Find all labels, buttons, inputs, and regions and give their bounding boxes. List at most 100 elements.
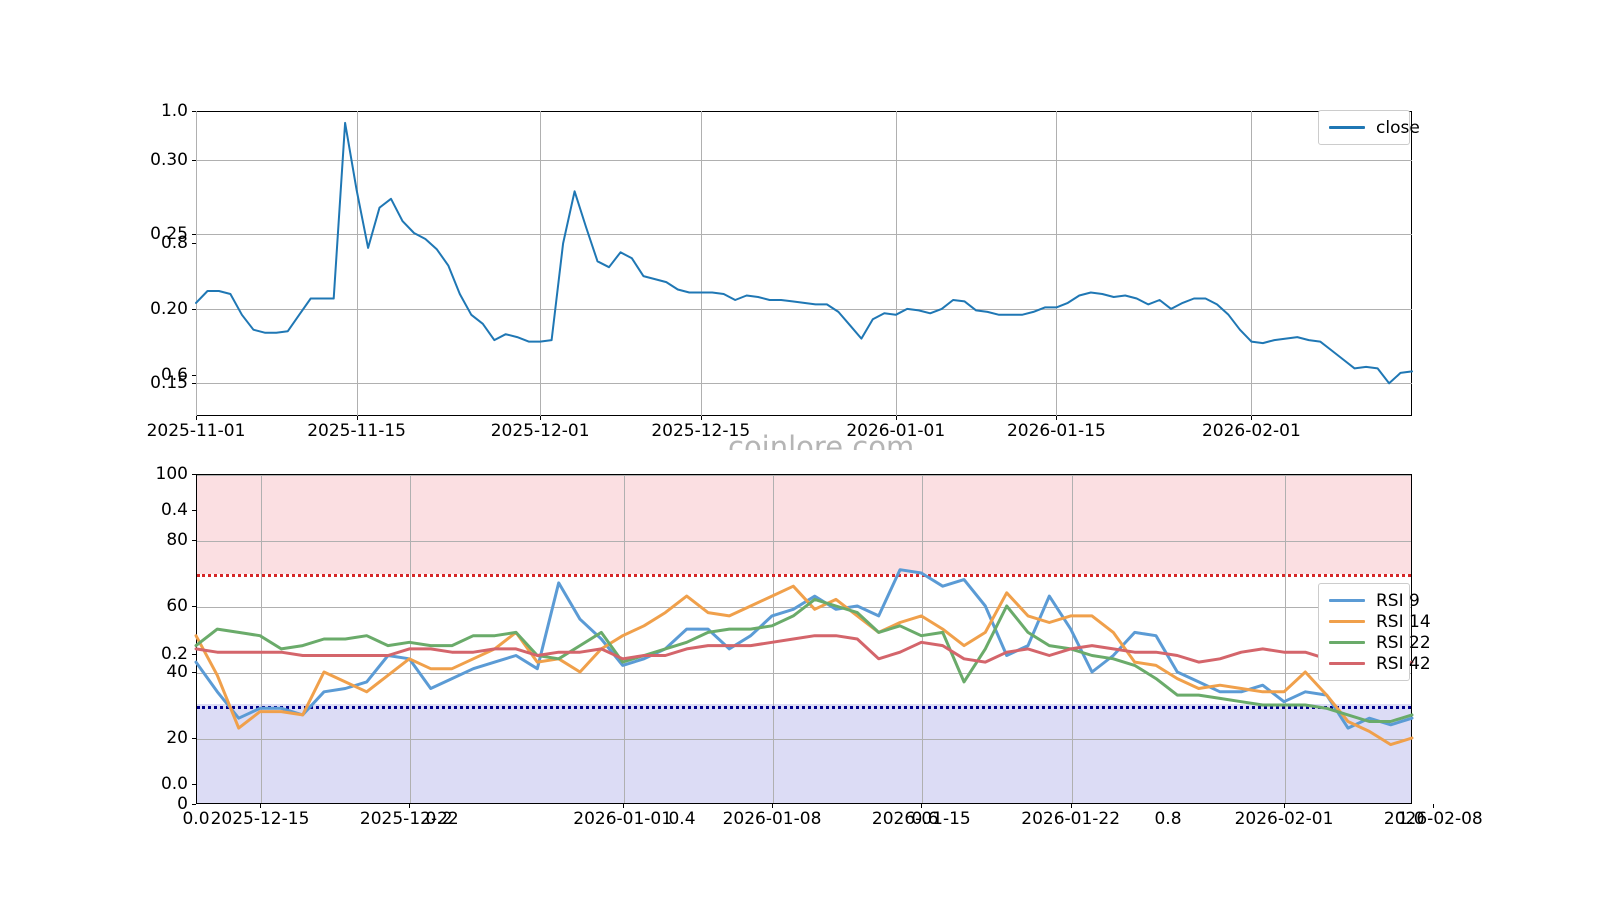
price-gridline-v (1251, 111, 1252, 416)
rsi-y-tick-overlap (192, 654, 196, 655)
rsi-x-label: 2026-02-08 (1383, 809, 1483, 829)
price-x-tick (1251, 416, 1252, 420)
rsi-y-label-overlap: 0.0 (160, 774, 188, 794)
rsi-x-label: 2026-01-15 (871, 809, 971, 829)
price-x-label: 2025-12-15 (651, 421, 751, 441)
rsi-legend-item: RSI 14 (1329, 611, 1431, 632)
rsi-y-tick (192, 804, 196, 805)
price-y-label-overlap: 0.8 (160, 233, 188, 253)
legend-swatch (1329, 126, 1365, 129)
price-gridline-h (196, 309, 1412, 310)
rsi-gridline-v (624, 475, 625, 803)
price-gridline-h (196, 160, 1412, 161)
rsi-y-label: 60 (166, 596, 188, 616)
price-y-tick-overlap (192, 375, 196, 376)
rsi-x-label-overlap: 0.4 (668, 809, 696, 829)
price-x-label: 2025-11-01 (146, 421, 246, 441)
rsi-x-label: 2025-12-22 (359, 809, 459, 829)
price-y-label: 0.25 (150, 224, 188, 245)
rsi-x-label: 2026-01-22 (1021, 809, 1121, 829)
rsi-x-tick (1071, 804, 1072, 808)
rsi-y-label: 80 (166, 530, 188, 550)
rsi-y-tick (192, 606, 196, 607)
rsi-x-tick (921, 804, 922, 808)
rsi-gridline-v (773, 475, 774, 803)
rsi-y-tick (192, 540, 196, 541)
rsi-line-series (194, 568, 1414, 747)
legend-swatch (1329, 620, 1365, 623)
rsi-gridline-v (1072, 475, 1073, 803)
rsi-y-label: 40 (166, 662, 188, 682)
price-y-label: 0.15 (150, 373, 188, 394)
price-x-tick (357, 416, 358, 420)
rsi-y-tick-overlap (192, 784, 196, 785)
price-gridline-v (701, 111, 702, 416)
rsi-y-label: 20 (166, 728, 188, 748)
rsi-y-label-overlap: 0.4 (160, 500, 188, 520)
price-y-tick (192, 160, 196, 161)
legend-swatch (1329, 662, 1365, 665)
rsi-y-label: 0 (177, 794, 188, 814)
oversold-threshold-line (197, 706, 1411, 709)
rsi-x-tick (623, 804, 624, 808)
rsi-x-label: 2026-02-01 (1234, 809, 1334, 829)
price-y-label-overlap: 1.0 (160, 101, 188, 121)
price-gridline-v (1056, 111, 1057, 416)
rsi-gridline-v (922, 475, 923, 803)
rsi-x-label: 2026-01-08 (722, 809, 822, 829)
legend-swatch (1329, 641, 1365, 644)
price-legend-item: close (1329, 117, 1420, 138)
price-gridline-v (357, 111, 358, 416)
price-y-label-overlap: 0.6 (160, 365, 188, 385)
overbought-band (197, 475, 1411, 574)
rsi-y-tick (192, 672, 196, 673)
price-x-tick (196, 416, 197, 420)
oversold-band (197, 704, 1411, 803)
rsi-chart-panel: 100 80 60 40 20 0 0.4 0.2 0.0 2025-12-15 2025-12-… (0, 450, 1600, 900)
legend-label: RSI 22 (1376, 632, 1431, 653)
rsi-x-tick (772, 804, 773, 808)
price-y-label: 0.30 (150, 150, 188, 171)
rsi-gridline-v (410, 475, 411, 803)
price-x-label: 2025-11-15 (307, 421, 406, 441)
legend-label: RSI 42 (1376, 653, 1431, 674)
rsi-y-tick (192, 738, 196, 739)
price-x-label: 2025-12-01 (490, 421, 590, 441)
rsi-x-label-overlap: 1.0 (1397, 809, 1425, 829)
rsi-legend-item: RSI 22 (1329, 632, 1431, 653)
price-gridline-v (896, 111, 897, 416)
rsi-gridline-v (261, 475, 262, 803)
price-gridline-v (196, 111, 197, 416)
rsi-x-label: 2025-12-15 (210, 809, 310, 829)
rsi-x-label-overlap: 0.0 (182, 809, 210, 829)
rsi-x-label: 2026-01-01 (573, 809, 673, 829)
price-y-label: 0.20 (150, 298, 188, 319)
price-x-tick (896, 416, 897, 420)
price-gridline-v (540, 111, 541, 416)
price-gridline-h (196, 383, 1412, 384)
rsi-y-tick-overlap (192, 510, 196, 511)
price-y-tick-overlap (192, 111, 196, 112)
price-x-tick (540, 416, 541, 420)
price-x-tick (1056, 416, 1057, 420)
price-y-tick-overlap (192, 243, 196, 244)
rsi-x-label-overlap: 0.6 (911, 809, 939, 829)
rsi-x-label-overlap: 0.8 (1154, 809, 1182, 829)
legend-label: close (1376, 117, 1420, 138)
rsi-y-label-overlap: 0.2 (160, 644, 188, 664)
price-chart-panel: 0.30 0.25 0.20 0.15 1.0 0.8 0.6 2025-11-01 2025… (146, 101, 1420, 441)
price-line-series (195, 121, 1413, 385)
price-x-label: 2026-01-01 (846, 421, 946, 441)
legend-label: RSI 14 (1376, 611, 1431, 632)
price-gridline-h (196, 234, 1412, 235)
rsi-y-tick (192, 474, 196, 475)
price-y-tick (192, 234, 196, 235)
legend-swatch (1329, 599, 1365, 602)
legend-label: RSI 9 (1376, 590, 1420, 611)
rsi-gridline-h (197, 541, 1411, 542)
rsi-legend-item: RSI 9 (1329, 590, 1420, 611)
rsi-y-label: 100 (155, 464, 188, 484)
rsi-legend: RSI 9 RSI 14 RSI 22 RSI 42 (1318, 583, 1431, 681)
price-x-label: 2026-01-15 (1006, 421, 1106, 441)
